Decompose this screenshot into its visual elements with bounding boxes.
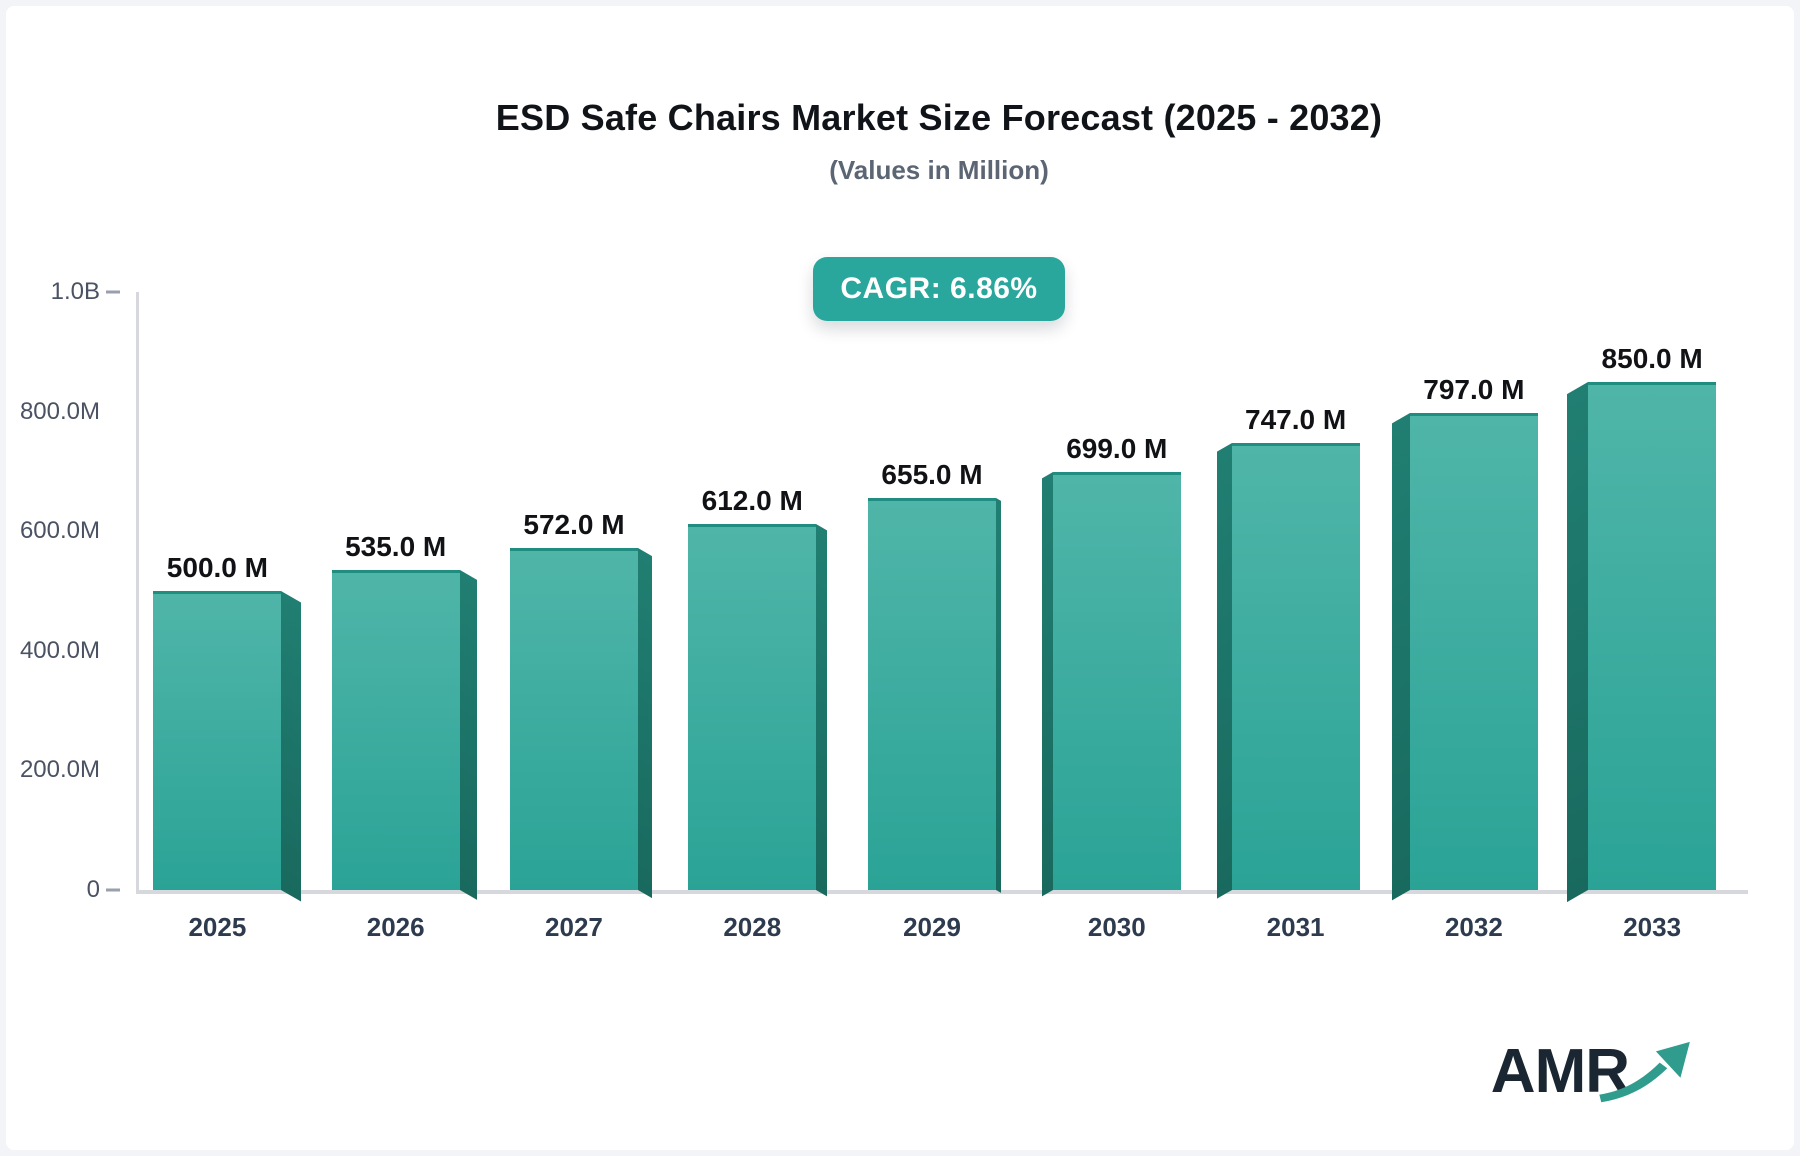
bar-2033: 850.0 M <box>1567 343 1717 903</box>
x-tick-label-2028: 2028 <box>723 912 782 942</box>
y-tick-label: 1.0B <box>50 278 100 305</box>
bar-value-label: 747.0 M <box>1244 404 1347 435</box>
bar-side-face <box>996 498 1002 893</box>
y-tick-label: 400.0M <box>19 636 100 664</box>
bar-value-label: 850.0 M <box>1601 343 1703 374</box>
x-tick-label-2030: 2030 <box>1087 912 1146 942</box>
bar-value-label: 500.0 M <box>166 552 268 583</box>
bar-2030: 699.0 M <box>1041 433 1181 897</box>
bar-face <box>509 548 638 890</box>
bar-face <box>1231 443 1360 890</box>
growth-arrow-icon <box>1599 1041 1690 1103</box>
chart-title: ESD Safe Chairs Market Size Forecast (20… <box>495 97 1383 138</box>
y-tick-label: 800.0M <box>19 397 100 425</box>
bar-2029: 655.0 M <box>868 459 1002 893</box>
bar-face <box>331 570 460 890</box>
chart-header: ESD Safe Chairs Market Size Forecast (20… <box>136 98 1742 187</box>
bar-value-label: 699.0 M <box>1066 433 1168 464</box>
bar-value-label: 535.0 M <box>345 531 447 562</box>
bar-face <box>868 498 997 890</box>
bar-2032: 797.0 M <box>1391 374 1538 901</box>
bar-2031: 747.0 M <box>1216 404 1360 899</box>
bar-side-face <box>637 548 652 899</box>
bar-side-face <box>1391 413 1410 901</box>
plot-area: 500.0 M 535.0 M 572.0 M 612.0 M 655.0 M 699.0… <box>139 292 1730 903</box>
bar-column-2025: 500.0 M <box>139 292 316 902</box>
y-tick-label: 600.0M <box>19 517 100 545</box>
bar-side-face <box>1041 472 1053 897</box>
bar-value-label: 655.0 M <box>881 459 983 490</box>
bar-side-face <box>281 591 302 902</box>
bar-face <box>1409 413 1538 890</box>
bar-column-2028: 612.0 M <box>669 292 846 897</box>
x-tick-label-2029: 2029 <box>903 912 961 942</box>
bar-column-2032: 797.0 M <box>1376 292 1553 901</box>
bar-side-face <box>816 524 828 897</box>
x-tick-label-2027: 2027 <box>545 912 603 942</box>
bar-chart: 500.0 M 535.0 M 572.0 M 612.0 M 655.0 M 699.0… <box>20 278 1748 903</box>
bar-2025: 500.0 M <box>153 552 302 902</box>
bar-value-label: 612.0 M <box>701 485 803 516</box>
y-tick-mark <box>106 290 120 294</box>
x-tick-label-2031: 2031 <box>1266 912 1325 942</box>
y-tick-mark <box>106 888 120 892</box>
bar-column-2026: 535.0 M <box>316 292 493 900</box>
bar-column-2027: 572.0 M <box>493 292 670 899</box>
chart-card: ESD Safe Chairs Market Size Forecast (20… <box>6 6 1794 1150</box>
bar-face <box>153 591 282 890</box>
bar-face <box>688 524 817 890</box>
x-tick-label-2025: 2025 <box>188 912 247 942</box>
amr-logo-text: AMR <box>1490 1037 1630 1106</box>
bar-column-2031: 747.0 M <box>1200 292 1377 899</box>
amr-logo: AMR <box>1490 1037 1694 1106</box>
bar-2026: 535.0 M <box>331 531 477 900</box>
bar-2027: 572.0 M <box>509 509 652 899</box>
chart-subtitle: (Values in Million) <box>829 155 1049 185</box>
bar-side-face <box>459 570 477 900</box>
badge-row: CAGR: 6.86% <box>136 257 1742 321</box>
y-tick-label: 0 <box>86 876 100 903</box>
bar-face <box>1588 382 1717 890</box>
cagr-badge: CAGR: 6.86% <box>813 257 1065 321</box>
y-tick-label: 200.0M <box>19 756 100 784</box>
bar-face <box>1052 472 1181 890</box>
bar-column-2029: 655.0 M <box>846 292 1023 893</box>
bar-2028: 612.0 M <box>688 485 828 897</box>
bar-value-label: 572.0 M <box>523 509 625 540</box>
x-axis: 2025 2026 2027 2028 2029 2030 2031 2032 2033 <box>139 912 1730 943</box>
bar-side-face <box>1216 443 1232 899</box>
x-tick-label-2032: 2032 <box>1444 912 1503 942</box>
x-tick-label-2026: 2026 <box>366 912 425 942</box>
bar-value-label: 797.0 M <box>1423 374 1525 405</box>
y-axis-line <box>136 292 139 890</box>
bar-side-face <box>1567 382 1589 903</box>
bar-column-2030: 699.0 M <box>1023 292 1200 897</box>
bar-column-2033: 850.0 M <box>1553 292 1730 903</box>
x-axis-line <box>136 890 1748 894</box>
x-tick-label-2033: 2033 <box>1623 912 1682 942</box>
